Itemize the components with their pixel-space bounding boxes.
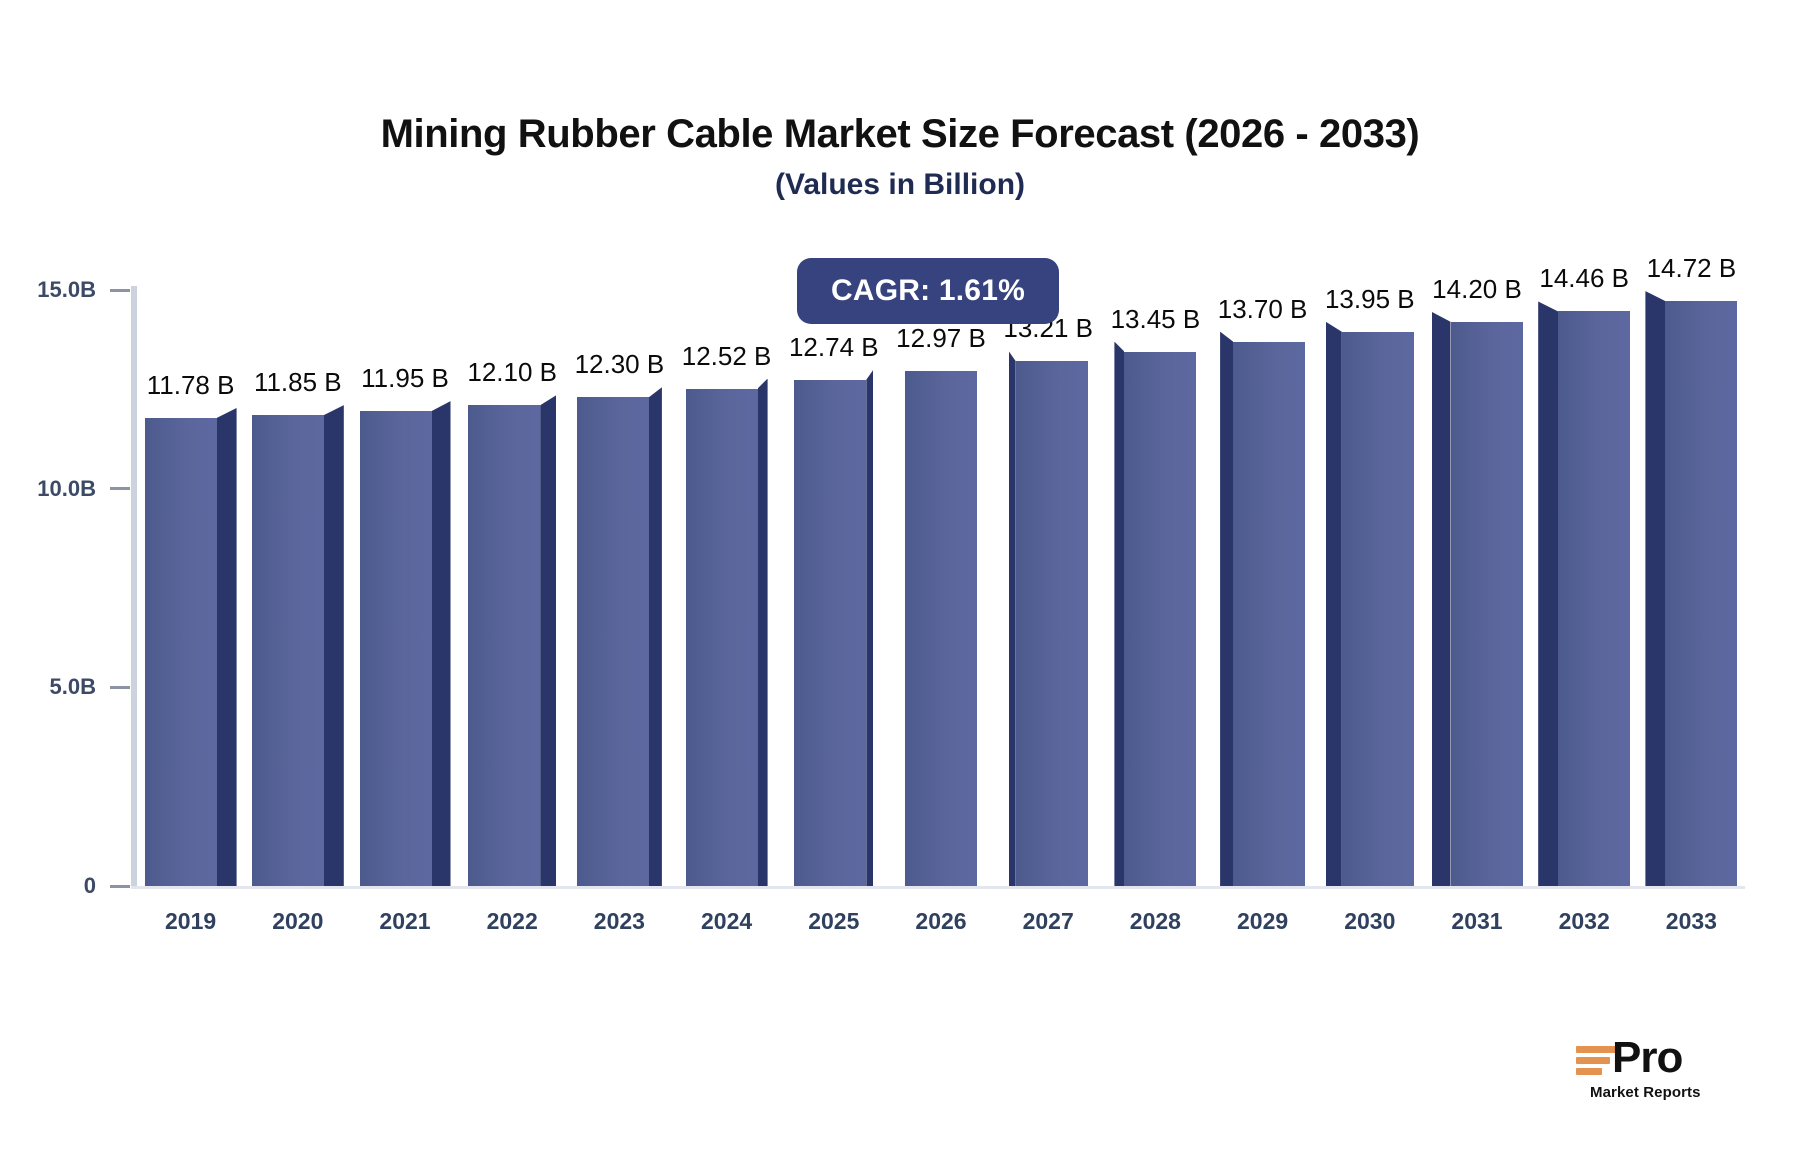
y-axis-tick-label: 0 xyxy=(83,873,96,898)
bar-value-label: 13.45 B xyxy=(1110,303,1201,334)
logo-wordmark: Pro xyxy=(1612,1033,1683,1082)
bar-side-face xyxy=(1538,301,1559,886)
x-axis-tick-label: 2021 xyxy=(379,908,431,934)
x-axis-tick-label: 2028 xyxy=(1129,908,1181,934)
bar-front-face xyxy=(1015,361,1088,886)
bar-value-label: 12.30 B xyxy=(574,349,665,380)
bar-side-face xyxy=(648,387,662,886)
x-axis-tick-label: 2029 xyxy=(1237,908,1289,934)
bar-side-face xyxy=(1325,321,1342,886)
x-axis-tick-label: 2027 xyxy=(1022,908,1074,934)
bar-front-face xyxy=(1450,321,1523,886)
bar-side-face xyxy=(1008,351,1016,886)
bar-front-face xyxy=(144,417,217,886)
logo-mark-icon xyxy=(1576,1046,1620,1086)
bar-side-face xyxy=(540,395,557,886)
logo-tagline: Market Reports xyxy=(1590,1084,1701,1101)
bar-front-face xyxy=(251,415,324,886)
x-axis-tick-label: 2022 xyxy=(486,908,538,934)
bar-value-label: 12.10 B xyxy=(467,357,557,388)
y-axis-tick-mark xyxy=(110,487,130,491)
bar-value-label: 12.74 B xyxy=(788,331,879,362)
x-axis-tick-label: 2033 xyxy=(1665,908,1717,934)
bar-value-label: 14.46 B xyxy=(1539,263,1629,294)
x-axis-tick-label: 2032 xyxy=(1558,908,1610,934)
bar-value-label: 13.70 B xyxy=(1217,293,1308,324)
bar-value-label: 12.97 B xyxy=(896,322,986,353)
bar-value-label: 12.52 B xyxy=(681,340,772,371)
y-axis-tick-label: 5.0B xyxy=(49,674,96,700)
bar-front-face xyxy=(794,379,867,886)
bar-front-face xyxy=(1124,351,1197,886)
bar-side-face xyxy=(323,405,344,886)
chart-subtitle: (Values in Billion) xyxy=(774,168,1026,201)
bar-front-face xyxy=(905,370,977,886)
pro-market-reports-logo: Pro Market Reports xyxy=(1576,1033,1756,1108)
x-axis-line xyxy=(131,886,1745,889)
bar-side-face xyxy=(866,369,874,886)
y-axis-tick-label: 15.0B xyxy=(37,277,96,302)
bar-front-face xyxy=(1558,311,1631,886)
bar-front-face xyxy=(576,397,649,886)
bar-value-label: 14.20 B xyxy=(1432,273,1522,304)
bar-value-label: 14.72 B xyxy=(1646,253,1737,284)
bar-side-face xyxy=(1220,331,1234,886)
y-axis-tick: 0 xyxy=(10,873,130,898)
y-axis-tick: 5.0B xyxy=(10,674,130,700)
y-axis-tick-label: 10.0B xyxy=(37,475,96,501)
y-axis-tick-mark xyxy=(110,288,130,292)
bar-side-face xyxy=(1431,311,1451,886)
x-axis-tick-label: 2020 xyxy=(272,908,324,934)
bar-side-face xyxy=(1114,341,1125,886)
x-axis-tick-label: 2019 xyxy=(165,908,217,934)
bar-front-face xyxy=(1233,341,1306,886)
y-axis-tick: 10.0B xyxy=(10,475,130,501)
bar-front-face xyxy=(468,405,541,886)
x-axis-tick-label: 2025 xyxy=(808,908,860,934)
y-axis-tick-mark xyxy=(110,884,130,888)
bar-side-face xyxy=(757,378,768,886)
x-axis-tick-label: 2026 xyxy=(915,908,967,934)
chart-title: Mining Rubber Cable Market Size Forecast… xyxy=(380,112,1420,156)
bar-front-face xyxy=(685,388,758,886)
cagr-badge: CAGR: 1.61% xyxy=(797,258,1059,324)
x-axis-tick-label: 2030 xyxy=(1344,908,1396,934)
x-axis-tick-label: 2024 xyxy=(701,908,753,934)
bar-value-label: 11.78 B xyxy=(146,369,235,400)
y-axis-tick-mark xyxy=(110,685,130,689)
bar-side-face xyxy=(216,407,237,886)
y-axis-line xyxy=(131,286,137,886)
bar-value-label: 11.85 B xyxy=(253,367,342,398)
bar-side-face xyxy=(1645,291,1666,886)
bar-value-label: 11.95 B xyxy=(361,363,449,394)
bar-value-label: 13.95 B xyxy=(1324,283,1415,314)
x-axis-tick-label: 2031 xyxy=(1451,908,1503,934)
bar-front-face xyxy=(1665,301,1738,886)
x-axis-tick-label: 2023 xyxy=(593,908,645,934)
y-axis-tick: 15.0B xyxy=(10,277,130,302)
bar-front-face xyxy=(359,411,432,886)
bar-front-face xyxy=(1341,331,1414,886)
bar-side-face xyxy=(431,401,451,886)
